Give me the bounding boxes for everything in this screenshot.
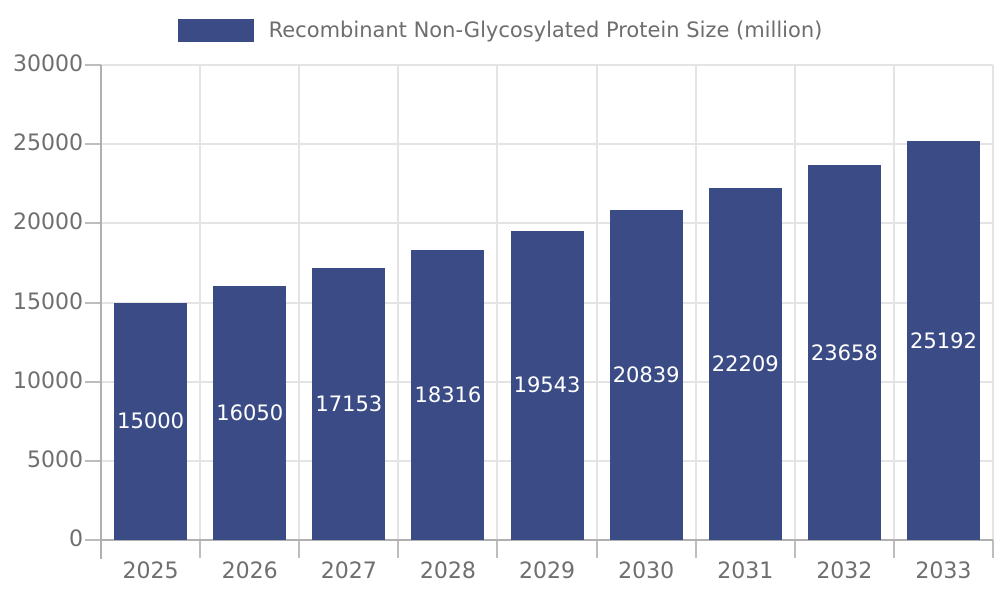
y-axis-tick-label: 10000 [13, 368, 83, 394]
bar[interactable] [807, 165, 881, 540]
bar-value-label: 15000 [117, 409, 184, 434]
x-axis-tick [397, 540, 400, 558]
x-axis-tick-label: 2028 [419, 559, 476, 584]
bar-value-label: 22209 [711, 352, 779, 377]
x-axis-tick [892, 540, 895, 558]
grid-line-horizontal [101, 143, 993, 146]
x-axis-tick-label: 2025 [122, 559, 179, 584]
legend-label: Recombinant Non-Glycosylated Protein Siz… [268, 18, 823, 42]
y-axis-tick-label: 30000 [13, 52, 83, 77]
bar-value-label: 17153 [315, 392, 383, 417]
x-axis-tick-label: 2030 [618, 559, 675, 584]
x-axis-tick [992, 540, 994, 558]
grid-line-vertical [992, 65, 994, 540]
y-axis-tick [85, 539, 101, 541]
y-axis-tick-label: 15000 [13, 289, 83, 315]
y-axis-tick [85, 143, 101, 146]
bar[interactable] [510, 230, 584, 540]
y-axis-tick [85, 459, 101, 462]
x-axis-tick-label: 2031 [717, 559, 774, 584]
x-axis-line [101, 539, 993, 541]
bar[interactable] [213, 285, 287, 540]
bar[interactable] [114, 302, 188, 540]
grid-line-horizontal [101, 64, 993, 66]
x-axis-tick [496, 540, 499, 558]
y-axis-tick [85, 222, 101, 225]
bar-value-label: 16050 [216, 400, 284, 425]
y-axis-tick [85, 64, 101, 66]
bar-value-label: 18316 [414, 382, 482, 407]
y-axis-tick-label: 25000 [13, 131, 83, 157]
bar[interactable] [411, 249, 485, 540]
x-axis-tick [595, 540, 598, 558]
x-axis-tick [199, 540, 202, 558]
x-axis-tick [793, 540, 796, 558]
bar[interactable] [312, 268, 386, 540]
y-axis-tick [85, 380, 101, 383]
y-axis-tick [85, 301, 101, 304]
x-axis-tick-label: 2026 [221, 559, 278, 584]
bar-value-label: 23658 [810, 340, 878, 365]
y-axis-tick-label: 0 [69, 527, 83, 552]
bar-value-label: 20839 [612, 363, 680, 388]
y-axis-line [100, 65, 102, 559]
x-axis-tick-label: 2032 [816, 559, 873, 584]
legend-swatch [177, 18, 254, 42]
y-axis-tick-label: 20000 [13, 210, 83, 236]
bar-value-label: 25192 [910, 328, 977, 353]
x-axis-tick-label: 2033 [915, 559, 972, 584]
legend-item[interactable]: Recombinant Non-Glycosylated Protein Siz… [177, 14, 823, 46]
bar[interactable] [609, 210, 683, 540]
bar[interactable] [708, 188, 782, 540]
x-axis-tick [298, 540, 301, 558]
x-axis-tick-label: 2027 [320, 559, 377, 584]
y-axis-tick-label: 5000 [27, 447, 83, 473]
x-axis-tick [694, 540, 697, 558]
x-axis-tick-label: 2029 [518, 559, 575, 584]
grid-line-horizontal [101, 222, 993, 225]
bar-value-label: 19543 [513, 373, 581, 398]
legend: Recombinant Non-Glycosylated Protein Siz… [0, 12, 1000, 48]
bar[interactable] [906, 141, 980, 540]
